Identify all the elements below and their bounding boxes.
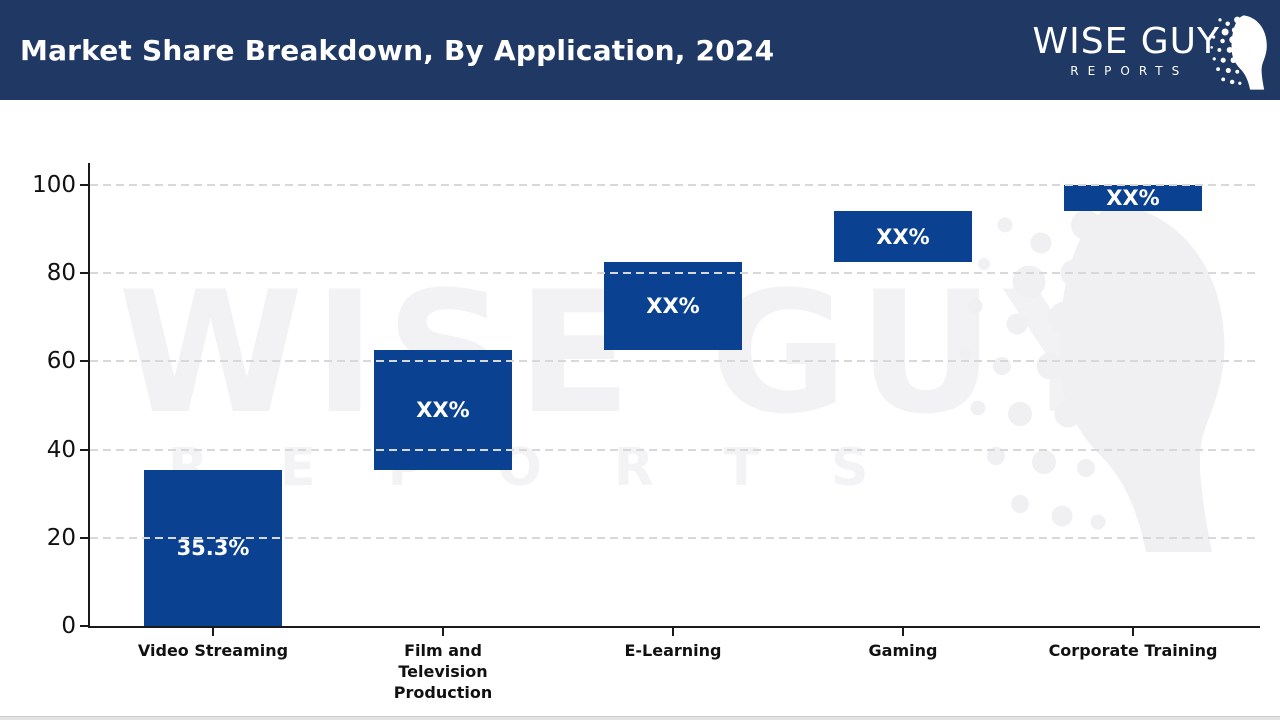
plot-area: 0 20 40 60 80 100 35.3% Video Streaming XX% Film … [32, 163, 1260, 702]
bar-value-label-e-learning: XX% [646, 293, 700, 318]
bar-value-label-video-streaming: 35.3% [176, 536, 250, 561]
y-tick-40 [80, 448, 88, 451]
logo-subtitle: REPORTS [1070, 63, 1189, 78]
gridline-100 [90, 184, 1260, 187]
x-axis-label-e-learning: E-Learning [563, 640, 783, 661]
bar-value-label-gaming: XX% [876, 224, 930, 249]
gridline-40 [90, 448, 1260, 451]
y-tick-label-60: 60 [46, 348, 76, 375]
x-axis-label-line: Video Streaming [137, 641, 289, 660]
x-axis-label-line: E-Learning [624, 641, 722, 660]
page-title: Market Share Breakdown, By Application, … [20, 33, 775, 67]
x-axis-label-video-streaming: Video Streaming [103, 640, 323, 661]
y-tick-20 [80, 536, 88, 539]
brand-logo-text: WISE GUY REPORTS [1032, 20, 1221, 78]
x-axis-label-line: Television [398, 662, 488, 681]
y-tick-label-40: 40 [46, 436, 76, 463]
x-tick-gaming [902, 626, 904, 636]
y-tick-label-100: 100 [32, 172, 76, 199]
header-bar: Market Share Breakdown, By Application, … [0, 0, 1280, 100]
bar-value-label-film-and-television-production: XX% [416, 397, 470, 422]
head-profile-logo-icon [1210, 14, 1267, 90]
y-tick-60 [80, 360, 88, 363]
y-tick-100 [80, 184, 88, 187]
bar-video-streaming: 35.3% [144, 470, 282, 626]
bar-corporate-training: XX% [1064, 185, 1202, 212]
watermark-subtitle: REPORTS [168, 438, 941, 498]
y-tick-label-80: 80 [46, 260, 76, 287]
y-tick-0 [80, 625, 88, 627]
x-axis-label-line: Gaming [868, 641, 938, 660]
logo-wordmark: WISE GUY [1032, 20, 1220, 62]
footer-strip [0, 716, 1280, 720]
x-axis-label-line: Production [393, 683, 493, 702]
y-tick-label-20: 20 [46, 524, 76, 551]
x-axis-label-film-and-television-production: Film and Television Production [333, 640, 553, 703]
bar-film-and-television-production: XX% [374, 349, 512, 471]
x-axis-label-line: Corporate Training [1048, 641, 1218, 660]
brand-logo: WISE GUY REPORTS [1033, 10, 1269, 91]
y-tick-80 [80, 272, 88, 275]
bar-gaming: XX% [834, 211, 972, 263]
x-tick-e-learning [672, 626, 674, 636]
y-tick-label-0: 0 [61, 613, 76, 639]
bar-e-learning: XX% [604, 262, 742, 350]
x-axis-label-corporate-training: Corporate Training [1023, 640, 1243, 661]
bar-value-label-corporate-training: XX% [1106, 186, 1160, 211]
gridline-60 [90, 360, 1260, 363]
gridline-20 [90, 536, 1260, 539]
x-axis-label-line: Film and [404, 641, 482, 660]
x-tick-corporate-training [1132, 626, 1134, 636]
x-axis-label-gaming: Gaming [793, 640, 1013, 661]
x-tick-film-and-television-production [442, 626, 444, 636]
x-tick-video-streaming [212, 626, 214, 636]
gridline-80 [90, 272, 1260, 275]
